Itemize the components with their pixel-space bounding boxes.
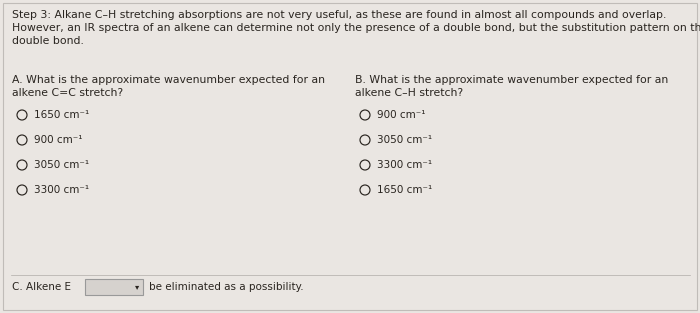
- Text: Step 3: Alkane C–H stretching absorptions are not very useful, as these are foun: Step 3: Alkane C–H stretching absorption…: [12, 10, 666, 20]
- Text: alkene C=C stretch?: alkene C=C stretch?: [12, 88, 123, 98]
- Text: However, an IR spectra of an alkene can determine not only the presence of a dou: However, an IR spectra of an alkene can …: [12, 23, 700, 33]
- Text: 1650 cm⁻¹: 1650 cm⁻¹: [377, 185, 433, 195]
- Text: 3300 cm⁻¹: 3300 cm⁻¹: [377, 160, 432, 170]
- Text: 3050 cm⁻¹: 3050 cm⁻¹: [377, 135, 432, 145]
- Text: A. What is the approximate wavenumber expected for an: A. What is the approximate wavenumber ex…: [12, 75, 325, 85]
- Text: C. Alkene E: C. Alkene E: [12, 282, 71, 292]
- Text: 900 cm⁻¹: 900 cm⁻¹: [34, 135, 83, 145]
- Text: B. What is the approximate wavenumber expected for an: B. What is the approximate wavenumber ex…: [355, 75, 668, 85]
- Text: ▾: ▾: [135, 283, 139, 291]
- Text: 900 cm⁻¹: 900 cm⁻¹: [377, 110, 426, 120]
- Text: alkene C–H stretch?: alkene C–H stretch?: [355, 88, 463, 98]
- FancyBboxPatch shape: [85, 279, 143, 295]
- Text: 3050 cm⁻¹: 3050 cm⁻¹: [34, 160, 89, 170]
- Text: double bond.: double bond.: [12, 36, 84, 46]
- Text: be eliminated as a possibility.: be eliminated as a possibility.: [149, 282, 304, 292]
- Text: 3300 cm⁻¹: 3300 cm⁻¹: [34, 185, 89, 195]
- Text: 1650 cm⁻¹: 1650 cm⁻¹: [34, 110, 90, 120]
